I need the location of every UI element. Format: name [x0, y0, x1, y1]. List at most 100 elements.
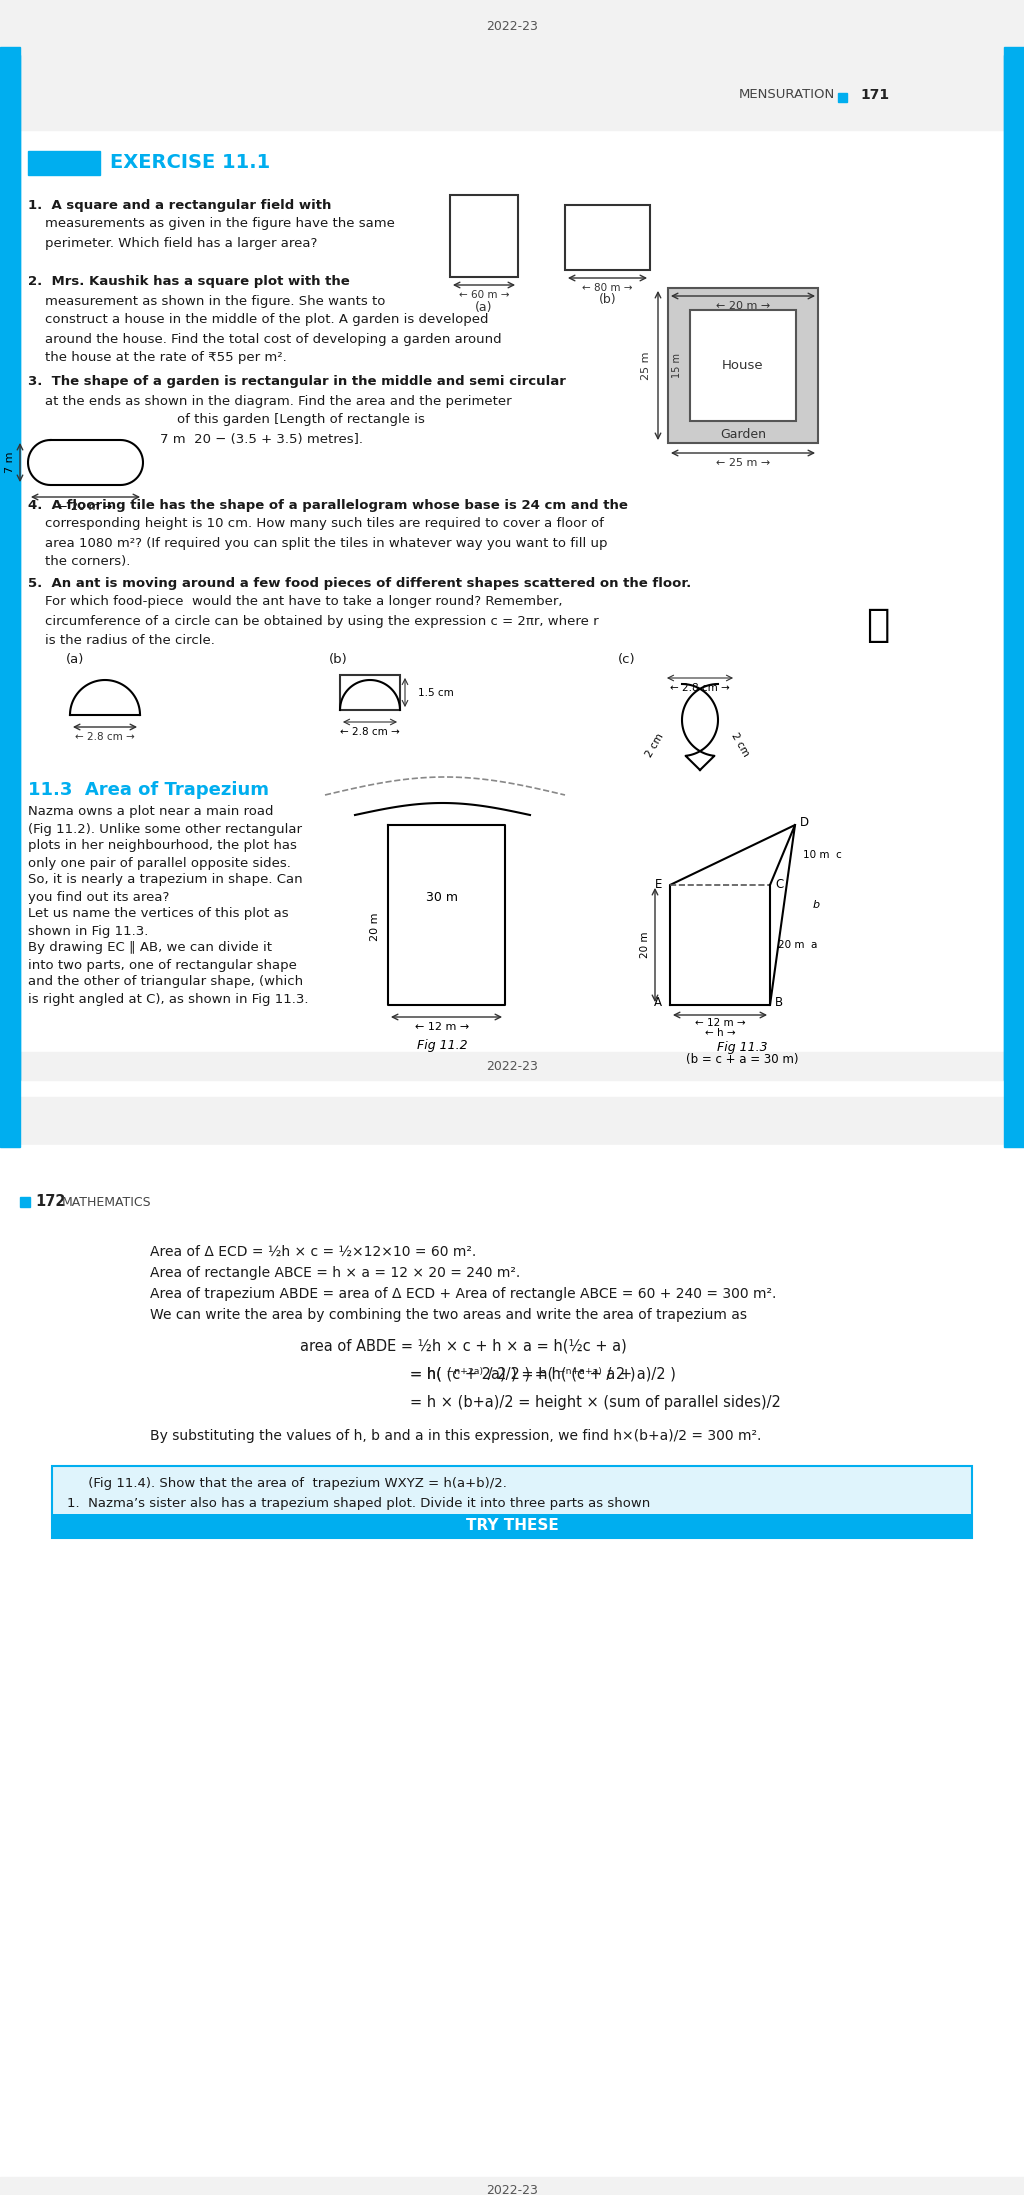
Text: ← 20 m →: ← 20 m →: [716, 301, 770, 312]
Text: 20 m: 20 m: [370, 913, 380, 942]
Text: By substituting the values of h, b and a in this expression, we find h×(b+a)/2 =: By substituting the values of h, b and a…: [150, 1429, 762, 1442]
Text: MATHEMATICS: MATHEMATICS: [62, 1196, 152, 1209]
Bar: [20, 1196, 30, 1207]
Text: (c): (c): [618, 654, 636, 667]
Text: C: C: [775, 878, 783, 891]
Text: ← 80 m →: ← 80 m →: [583, 283, 633, 292]
Bar: [690, 309, 796, 421]
Bar: [450, 195, 518, 277]
Text: measurements as given in the figure have the same: measurements as given in the figure have…: [28, 217, 395, 230]
Text: House: House: [722, 360, 764, 371]
Bar: [28, 151, 100, 176]
Text: 2.  Mrs. Kaushik has a square plot with the: 2. Mrs. Kaushik has a square plot with t…: [28, 277, 350, 288]
Text: 20 m  a: 20 m a: [778, 939, 817, 950]
Bar: [0, 46, 20, 1148]
Text: perimeter. Which field has a larger area?: perimeter. Which field has a larger area…: [28, 237, 317, 250]
Text: b: b: [813, 900, 820, 911]
Text: Area of Δ ECD = ½h × c = ½×12×10 = 60 m².: Area of Δ ECD = ½h × c = ½×12×10 = 60 m²…: [150, 1245, 476, 1260]
Text: 🐜: 🐜: [866, 606, 890, 643]
Text: 10 m  c: 10 m c: [803, 849, 842, 860]
Bar: [1004, 46, 1024, 1148]
Bar: [1004, 55, 1024, 1080]
Text: Nazma owns a plot near a main road: Nazma owns a plot near a main road: [28, 806, 273, 819]
Text: you find out its area?: you find out its area?: [28, 891, 169, 904]
Text: A: A: [654, 997, 662, 1008]
Text: 4.  A flooring tile has the shape of a parallelogram whose base is 24 cm and the: 4. A flooring tile has the shape of a pa…: [28, 498, 628, 511]
Bar: [0, 0, 1024, 55]
Text: 1.  Nazma’s sister also has a trapezium shaped plot. Divide it into three parts : 1. Nazma’s sister also has a trapezium s…: [67, 1497, 650, 1510]
Bar: [0, 1098, 1024, 1148]
Text: 171: 171: [860, 88, 889, 101]
Text: 1.5 cm: 1.5 cm: [418, 687, 454, 698]
Bar: [668, 288, 818, 443]
Text: (b): (b): [329, 654, 347, 667]
Text: So, it is nearly a trapezium in shape. Can: So, it is nearly a trapezium in shape. C…: [28, 874, 303, 887]
Text: measurement as shown in the figure. She wants to: measurement as shown in the figure. She …: [28, 294, 385, 307]
Bar: [52, 1466, 972, 1539]
Text: ← 2.8 cm →: ← 2.8 cm →: [340, 727, 400, 738]
Bar: [20, 1146, 1004, 2195]
Text: 7 m: 7 m: [5, 452, 15, 474]
Text: (a): (a): [66, 654, 84, 667]
Text: area 1080 m²? (If required you can split the tiles in whatever way you want to f: area 1080 m²? (If required you can split…: [28, 536, 607, 549]
Bar: [565, 204, 650, 270]
Text: 2022-23: 2022-23: [486, 20, 538, 33]
Text: 20 m: 20 m: [640, 931, 650, 959]
Text: the corners).: the corners).: [28, 555, 130, 569]
Text: Area of trapezium ABDE = area of Δ ECD + Area of rectangle ABCE = 60 + 240 = 300: Area of trapezium ABDE = area of Δ ECD +…: [150, 1286, 776, 1302]
Text: For which food-piece  would the ant have to take a longer round? Remember,: For which food-piece would the ant have …: [28, 595, 562, 608]
Bar: [340, 676, 400, 709]
Text: TRY THESE: TRY THESE: [466, 1519, 558, 1534]
Text: EXERCISE 11.1: EXERCISE 11.1: [110, 154, 270, 173]
Text: ← 20 m →: ← 20 m →: [58, 503, 113, 511]
Text: and the other of triangular shape, (which: and the other of triangular shape, (whic…: [28, 975, 303, 988]
Bar: [0, 55, 20, 1080]
Text: (Fig 11.2). Unlike some other rectangular: (Fig 11.2). Unlike some other rectangula…: [28, 823, 302, 836]
Text: at the ends as shown in the diagram. Find the area and the perimeter: at the ends as shown in the diagram. Fin…: [28, 395, 512, 408]
Bar: [0, 2177, 1024, 2195]
Text: Area of rectangle ABCE = h × a = 12 × 20 = 240 m².: Area of rectangle ABCE = h × a = 12 × 20…: [150, 1267, 520, 1280]
Text: the house at the rate of ₹55 per m².: the house at the rate of ₹55 per m².: [28, 351, 287, 364]
Text: 172: 172: [35, 1194, 66, 1209]
Text: MENSURATION: MENSURATION: [738, 88, 835, 101]
Bar: [0, 1051, 1024, 1080]
Text: = h( (c + 2a)/2 ) = h( (c + a + a)/2 ): = h( (c + 2a)/2 ) = h( (c + a + a)/2 ): [410, 1367, 676, 1381]
Text: 2022-23: 2022-23: [486, 2184, 538, 2195]
Text: area of ABDE = ½h × c + h × a = h⁡(½c + a): area of ABDE = ½h × c + h × a = h⁡(½c + …: [300, 1339, 627, 1354]
Text: By drawing EC ∥ AB, we can divide it: By drawing EC ∥ AB, we can divide it: [28, 942, 272, 955]
Text: 3.  The shape of a garden is rectangular in the middle and semi circular: 3. The shape of a garden is rectangular …: [28, 375, 566, 389]
Text: ← 2.8 cm →: ← 2.8 cm →: [670, 683, 730, 694]
Text: (Fig 11.4). Show that the area of  trapezium WXYZ = h(a+b)/2.: (Fig 11.4). Show that the area of trapez…: [67, 1477, 507, 1490]
Text: 30 m: 30 m: [427, 891, 459, 904]
Text: 25 m: 25 m: [641, 351, 651, 380]
Text: = h × (b+a)/2 = height × (sum of parallel sides)/2: = h × (b+a)/2 = height × (sum of paralle…: [410, 1394, 781, 1409]
Text: 5.  An ant is moving around a few food pieces of different shapes scattered on t: 5. An ant is moving around a few food pi…: [28, 577, 691, 590]
Text: 2 cm: 2 cm: [644, 731, 666, 759]
Text: shown in Fig 11.3.: shown in Fig 11.3.: [28, 924, 148, 937]
Text: 7 m  20 − (3.5 + 3.5) metres].: 7 m 20 − (3.5 + 3.5) metres].: [160, 432, 362, 446]
Text: circumference of a circle can be obtained by using the expression c = 2πr, where: circumference of a circle can be obtaine…: [28, 615, 599, 628]
Text: ← 25 m →: ← 25 m →: [716, 459, 770, 468]
Text: Let us name the vertices of this plot as: Let us name the vertices of this plot as: [28, 907, 289, 920]
Text: Garden: Garden: [720, 428, 766, 441]
Text: ← 60 m →: ← 60 m →: [459, 290, 509, 301]
Text: around the house. Find the total cost of developing a garden around: around the house. Find the total cost of…: [28, 331, 502, 345]
Bar: [838, 92, 847, 101]
Text: ← 12 m →: ← 12 m →: [416, 1023, 470, 1032]
Text: (a): (a): [475, 301, 493, 314]
Text: of this garden [Length of rectangle is: of this garden [Length of rectangle is: [160, 413, 425, 426]
Text: 1.  A square and a rectangular field with: 1. A square and a rectangular field with: [28, 198, 332, 211]
Text: We can write the area by combining the two areas and write the area of trapezium: We can write the area by combining the t…: [150, 1308, 746, 1321]
Text: corresponding height is 10 cm. How many such tiles are required to cover a floor: corresponding height is 10 cm. How many …: [28, 518, 604, 531]
Text: ← h →: ← h →: [705, 1027, 735, 1038]
Text: Fig 11.2: Fig 11.2: [417, 1038, 468, 1051]
Text: is the radius of the circle.: is the radius of the circle.: [28, 634, 215, 648]
Bar: [0, 55, 1024, 130]
Text: plots in her neighbourhood, the plot has: plots in her neighbourhood, the plot has: [28, 838, 297, 852]
Bar: [52, 1515, 972, 1539]
Text: E: E: [654, 878, 662, 891]
Text: (b): (b): [599, 294, 616, 307]
Text: = h⁡( ⁻ⁿ⁺²ᵃ⁾ / 2 ) = h⁡( ⁻ⁿ⁺ᵃ⁺ᵃ⁾ / 2 ): = h⁡( ⁻ⁿ⁺²ᵃ⁾ / 2 ) = h⁡( ⁻ⁿ⁺ᵃ⁺ᵃ⁾ / 2 ): [410, 1367, 636, 1381]
Text: Fig 11.3: Fig 11.3: [717, 1040, 768, 1054]
Text: ← 12 m →: ← 12 m →: [694, 1018, 745, 1027]
